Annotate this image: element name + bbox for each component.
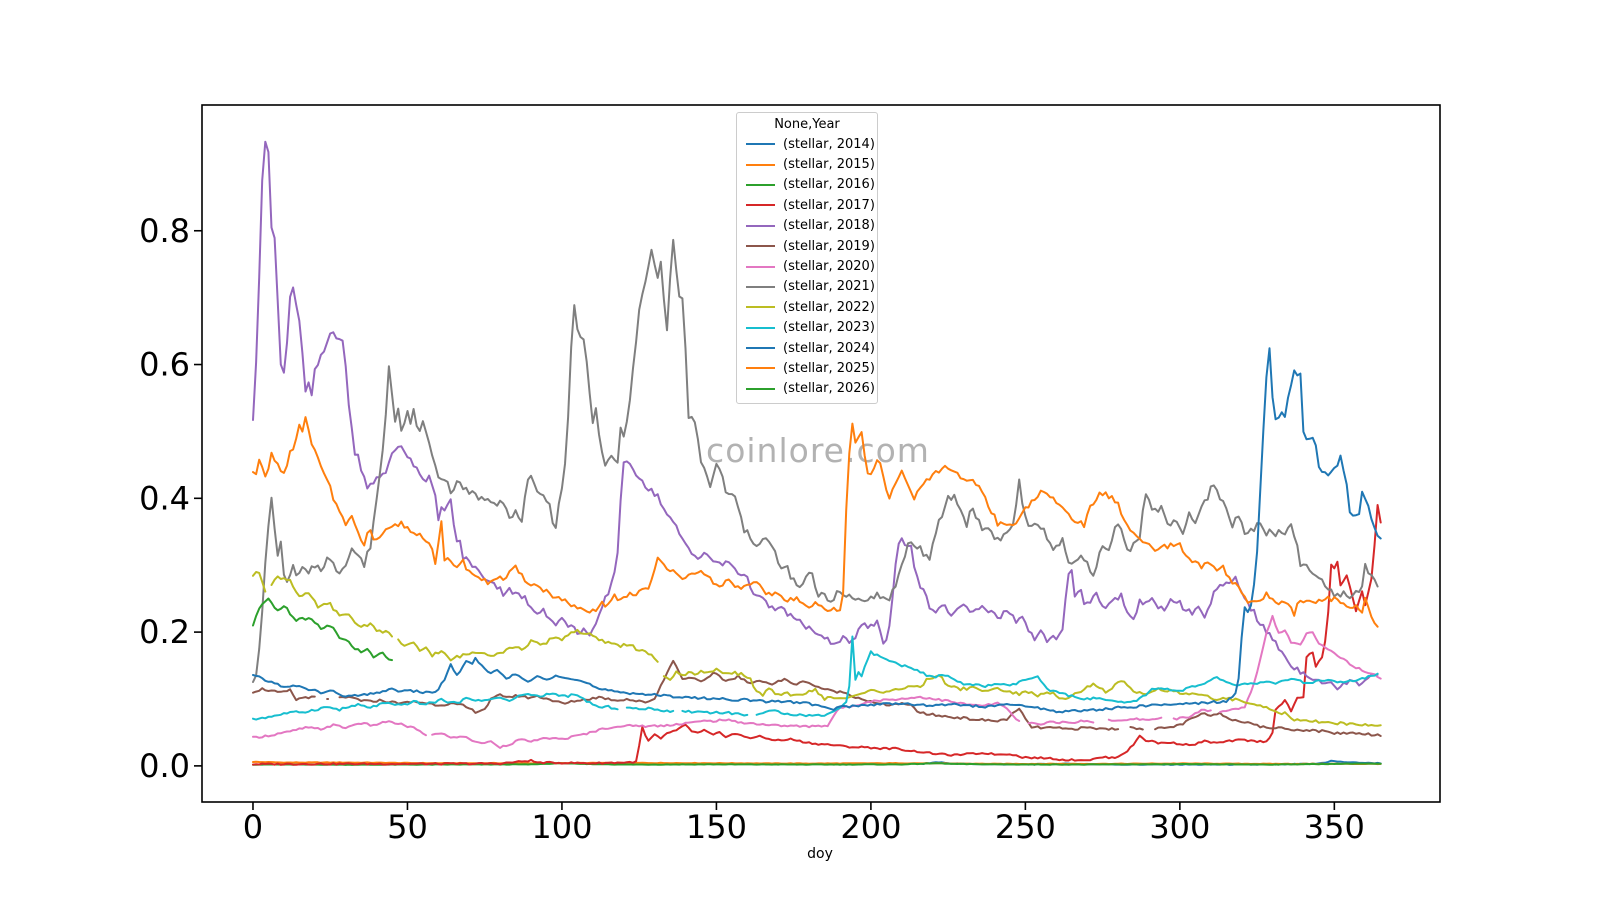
legend-item: (stellar, 2017) — [737, 195, 877, 215]
legend-item-label: (stellar, 2020) — [783, 259, 875, 275]
x-axis-label: doy — [807, 846, 833, 862]
series-line-2019 — [252, 659, 1382, 737]
legend-item: (stellar, 2019) — [737, 236, 877, 256]
legend-item-label: (stellar, 2025) — [783, 360, 875, 376]
legend-item-label: (stellar, 2017) — [783, 197, 875, 213]
legend-swatch-line — [746, 285, 775, 288]
series-line-2025 — [252, 416, 1379, 628]
legend-item-label: (stellar, 2024) — [783, 340, 875, 356]
x-tick-label: 250 — [995, 808, 1056, 846]
legend-item-label: (stellar, 2023) — [783, 320, 875, 336]
x-tick-label: 100 — [531, 808, 592, 846]
watermark: coinlore.com — [706, 431, 930, 470]
legend-swatch-line — [746, 265, 775, 268]
legend-swatch-line — [746, 326, 775, 329]
legend-item: (stellar, 2016) — [737, 175, 877, 195]
legend-swatch-line — [746, 387, 775, 390]
legend-swatch-line — [746, 367, 775, 370]
legend-swatch-line — [746, 224, 775, 227]
legend-item-label: (stellar, 2016) — [783, 177, 875, 193]
legend-item: (stellar, 2022) — [737, 297, 877, 317]
legend-title: None,Year — [774, 117, 840, 132]
y-tick-label: 0.8 — [139, 212, 190, 250]
series-line-2018 — [252, 140, 1379, 691]
legend-items: (stellar, 2014) (stellar, 2015) (stellar, … — [737, 134, 877, 399]
series-line-2024 — [252, 347, 1382, 714]
x-tick-label: 300 — [1149, 808, 1210, 846]
legend-item: (stellar, 2023) — [737, 318, 877, 338]
legend-swatch-line — [746, 204, 775, 207]
legend-item: (stellar, 2025) — [737, 358, 877, 378]
legend-item: (stellar, 2020) — [737, 256, 877, 276]
legend-item: (stellar, 2026) — [737, 379, 877, 399]
x-tick-label: 350 — [1304, 808, 1365, 846]
legend-item: (stellar, 2021) — [737, 277, 877, 297]
y-tick-label: 0.6 — [139, 346, 190, 384]
legend-item-label: (stellar, 2021) — [783, 279, 875, 295]
legend-item: (stellar, 2024) — [737, 338, 877, 358]
legend-item-label: (stellar, 2019) — [783, 238, 875, 254]
series-line-2026 — [252, 597, 393, 662]
legend-swatch-line — [746, 163, 775, 166]
y-tick-label: 0.0 — [139, 747, 190, 785]
legend-swatch-line — [746, 183, 775, 186]
legend-item-label: (stellar, 2014) — [783, 136, 875, 152]
series-lines — [252, 140, 1382, 766]
legend-item: (stellar, 2018) — [737, 216, 877, 236]
legend-item-label: (stellar, 2018) — [783, 218, 875, 234]
legend-item-label: (stellar, 2022) — [783, 299, 875, 315]
x-tick-label: 150 — [686, 808, 747, 846]
y-tick-label: 0.2 — [139, 613, 190, 651]
series-line-2022 — [252, 571, 1382, 727]
legend: None,Year (stellar, 2014) (stellar, 2015)… — [736, 112, 878, 405]
legend-item: (stellar, 2015) — [737, 154, 877, 174]
legend-swatch-line — [746, 143, 775, 146]
x-tick-label: 0 — [243, 808, 263, 846]
x-tick-label: 200 — [840, 808, 901, 846]
legend-swatch-line — [746, 347, 775, 350]
series-line-2023 — [252, 635, 1379, 721]
legend-swatch-line — [746, 245, 775, 248]
x-tick-label: 50 — [387, 808, 428, 846]
series-line-2021 — [252, 238, 1379, 683]
legend-item: (stellar, 2014) — [737, 134, 877, 154]
y-tick-label: 0.4 — [139, 479, 190, 517]
series-line-2020 — [252, 614, 1382, 749]
series-line-2017 — [252, 504, 1382, 766]
legend-swatch-line — [746, 306, 775, 309]
legend-item-label: (stellar, 2015) — [783, 157, 875, 173]
legend-item-label: (stellar, 2026) — [783, 381, 875, 397]
